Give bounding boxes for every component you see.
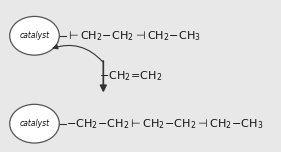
Text: catalyst: catalyst [19,31,49,40]
Text: catalyst: catalyst [19,119,49,128]
Text: $-$CH$_2\!=\!$CH$_2$: $-$CH$_2\!=\!$CH$_2$ [99,69,162,83]
Ellipse shape [10,16,59,55]
Ellipse shape [10,104,59,143]
Text: $-$CH$_2\!-\!$CH$_2\vdash$CH$_2\!-\!$CH$_2\dashv$CH$_2\!-\!$CH$_3$: $-$CH$_2\!-\!$CH$_2\vdash$CH$_2\!-\!$CH$… [66,117,264,131]
Text: $\vdash$CH$_2\!-\!$CH$_2\dashv$CH$_2\!-\!$CH$_3$: $\vdash$CH$_2\!-\!$CH$_2\dashv$CH$_2\!-\… [66,29,201,43]
